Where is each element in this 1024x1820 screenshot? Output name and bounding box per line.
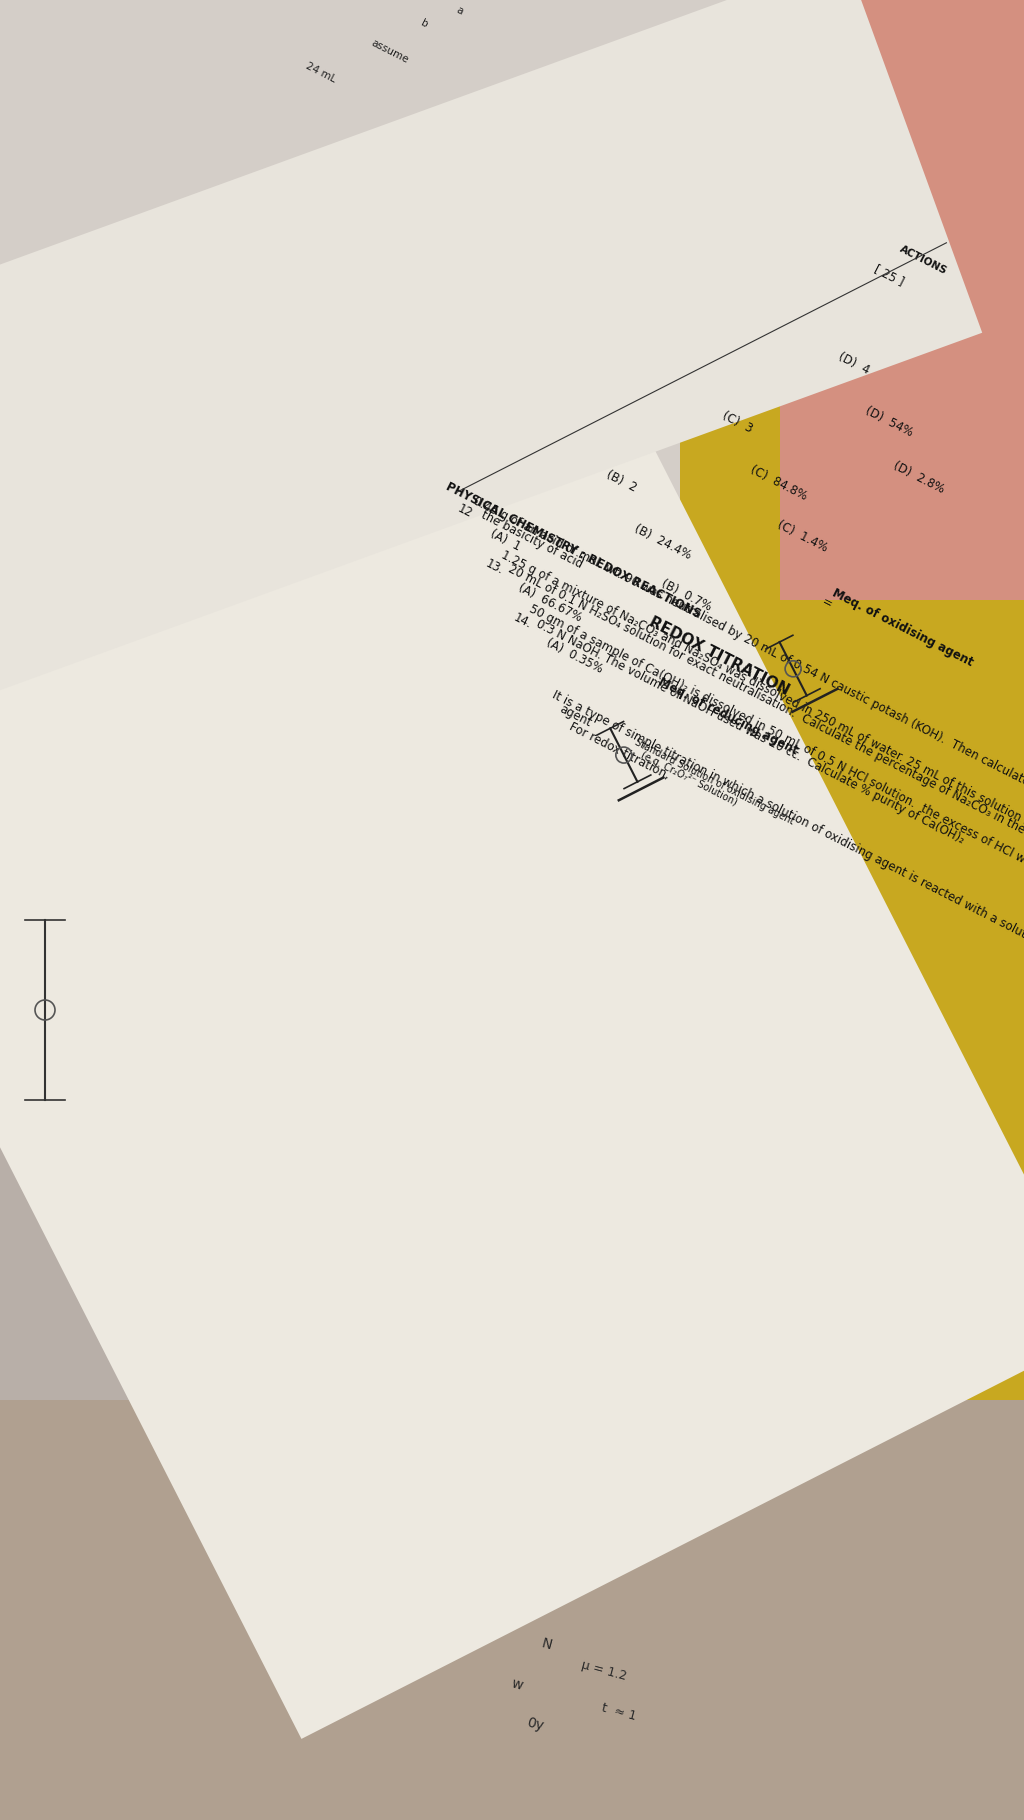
Text: (C)  1.4%: (C) 1.4%: [775, 517, 830, 555]
Text: Meq. of oxidising agent: Meq. of oxidising agent: [829, 586, 975, 670]
Text: (D)  4: (D) 4: [836, 349, 871, 377]
Text: 14.: 14.: [511, 612, 534, 632]
Polygon shape: [0, 260, 1024, 1738]
Text: 20 mL of 0.1 N H₂SO₄ solution for exact neutralisation.  Calculate the percentag: 20 mL of 0.1 N H₂SO₄ solution for exact …: [507, 562, 1024, 859]
Text: [ 25 ]: [ 25 ]: [871, 262, 906, 288]
Text: 0.3 N NaOH. The volume of NaOH used was 20 cc.  Calculate % purity of Ca(OH)₂: 0.3 N NaOH. The volume of NaOH used was …: [535, 617, 967, 846]
Text: (e.g. Cr₂O₇²⁻ Solution): (e.g. Cr₂O₇²⁻ Solution): [639, 750, 739, 808]
Text: Meq. of reducing agent: Meq. of reducing agent: [655, 675, 800, 757]
Text: =: =: [816, 593, 838, 613]
Text: (A)  66.67%: (A) 66.67%: [516, 581, 584, 624]
Text: PHYSICAL CHEMISTRY : REDOX REACTIONS: PHYSICAL CHEMISTRY : REDOX REACTIONS: [444, 480, 703, 621]
Text: b: b: [419, 18, 429, 29]
FancyBboxPatch shape: [0, 1400, 1024, 1820]
FancyBboxPatch shape: [0, 0, 1024, 501]
Text: (C)  3: (C) 3: [720, 410, 755, 435]
Text: assume: assume: [369, 38, 410, 66]
Text: t  ≈ 1: t ≈ 1: [600, 1702, 637, 1724]
Text: (A)  0.35%: (A) 0.35%: [544, 635, 604, 675]
Text: the basicity of acid: the basicity of acid: [479, 508, 585, 571]
Text: 24 mL: 24 mL: [304, 60, 338, 84]
FancyBboxPatch shape: [680, 300, 1024, 1600]
Text: a: a: [454, 5, 464, 16]
Text: agent: agent: [558, 703, 594, 730]
Text: ACTIONS: ACTIONS: [898, 244, 948, 277]
Text: REDOX TITRATION: REDOX TITRATION: [646, 615, 792, 699]
Text: w: w: [510, 1676, 524, 1693]
Text: 1.25 g of a mixture of Na₂CO₃ and Na₂SO₄ was dissolved in 250 mL of water. 25 mL: 1.25 g of a mixture of Na₂CO₃ and Na₂SO₄…: [499, 548, 1024, 848]
Text: N: N: [540, 1636, 554, 1653]
Text: (D)  54%: (D) 54%: [863, 404, 915, 439]
FancyBboxPatch shape: [780, 0, 1024, 601]
Text: 12: 12: [456, 502, 475, 521]
Text: 50 gm of a sample of Ca(OH)₂ is dissolved in 50 mL of 0.5 N HCl solution.  the e: 50 gm of a sample of Ca(OH)₂ is dissolve…: [527, 602, 1024, 908]
Text: 0y: 0y: [525, 1714, 545, 1733]
Text: Standard Solution of oxidising agent: Standard Solution of oxidising agent: [633, 737, 796, 826]
Text: (B)  2: (B) 2: [604, 468, 639, 495]
Text: (D)  2.8%: (D) 2.8%: [891, 459, 946, 495]
Text: 13.: 13.: [483, 557, 506, 577]
Text: For redox titration,: For redox titration,: [566, 721, 678, 786]
Text: (B)  0.7%: (B) 0.7%: [659, 577, 714, 613]
Text: μ = 1.2: μ = 1.2: [580, 1658, 628, 1684]
Text: (C)  84.8%: (C) 84.8%: [748, 464, 809, 502]
Text: It is a type of simple titration in which a solution of oxidising agent is react: It is a type of simple titration in whic…: [550, 688, 1024, 986]
Text: (B)  24.4%: (B) 24.4%: [632, 522, 693, 562]
Polygon shape: [0, 0, 982, 710]
Text: 0.45 g of an acid of mol. wt. 90 was neutralised by 20 mL of 0.54 N caustic pota: 0.45 g of an acid of mol. wt. 90 was neu…: [471, 493, 1024, 788]
Text: (A)  1: (A) 1: [488, 528, 523, 553]
